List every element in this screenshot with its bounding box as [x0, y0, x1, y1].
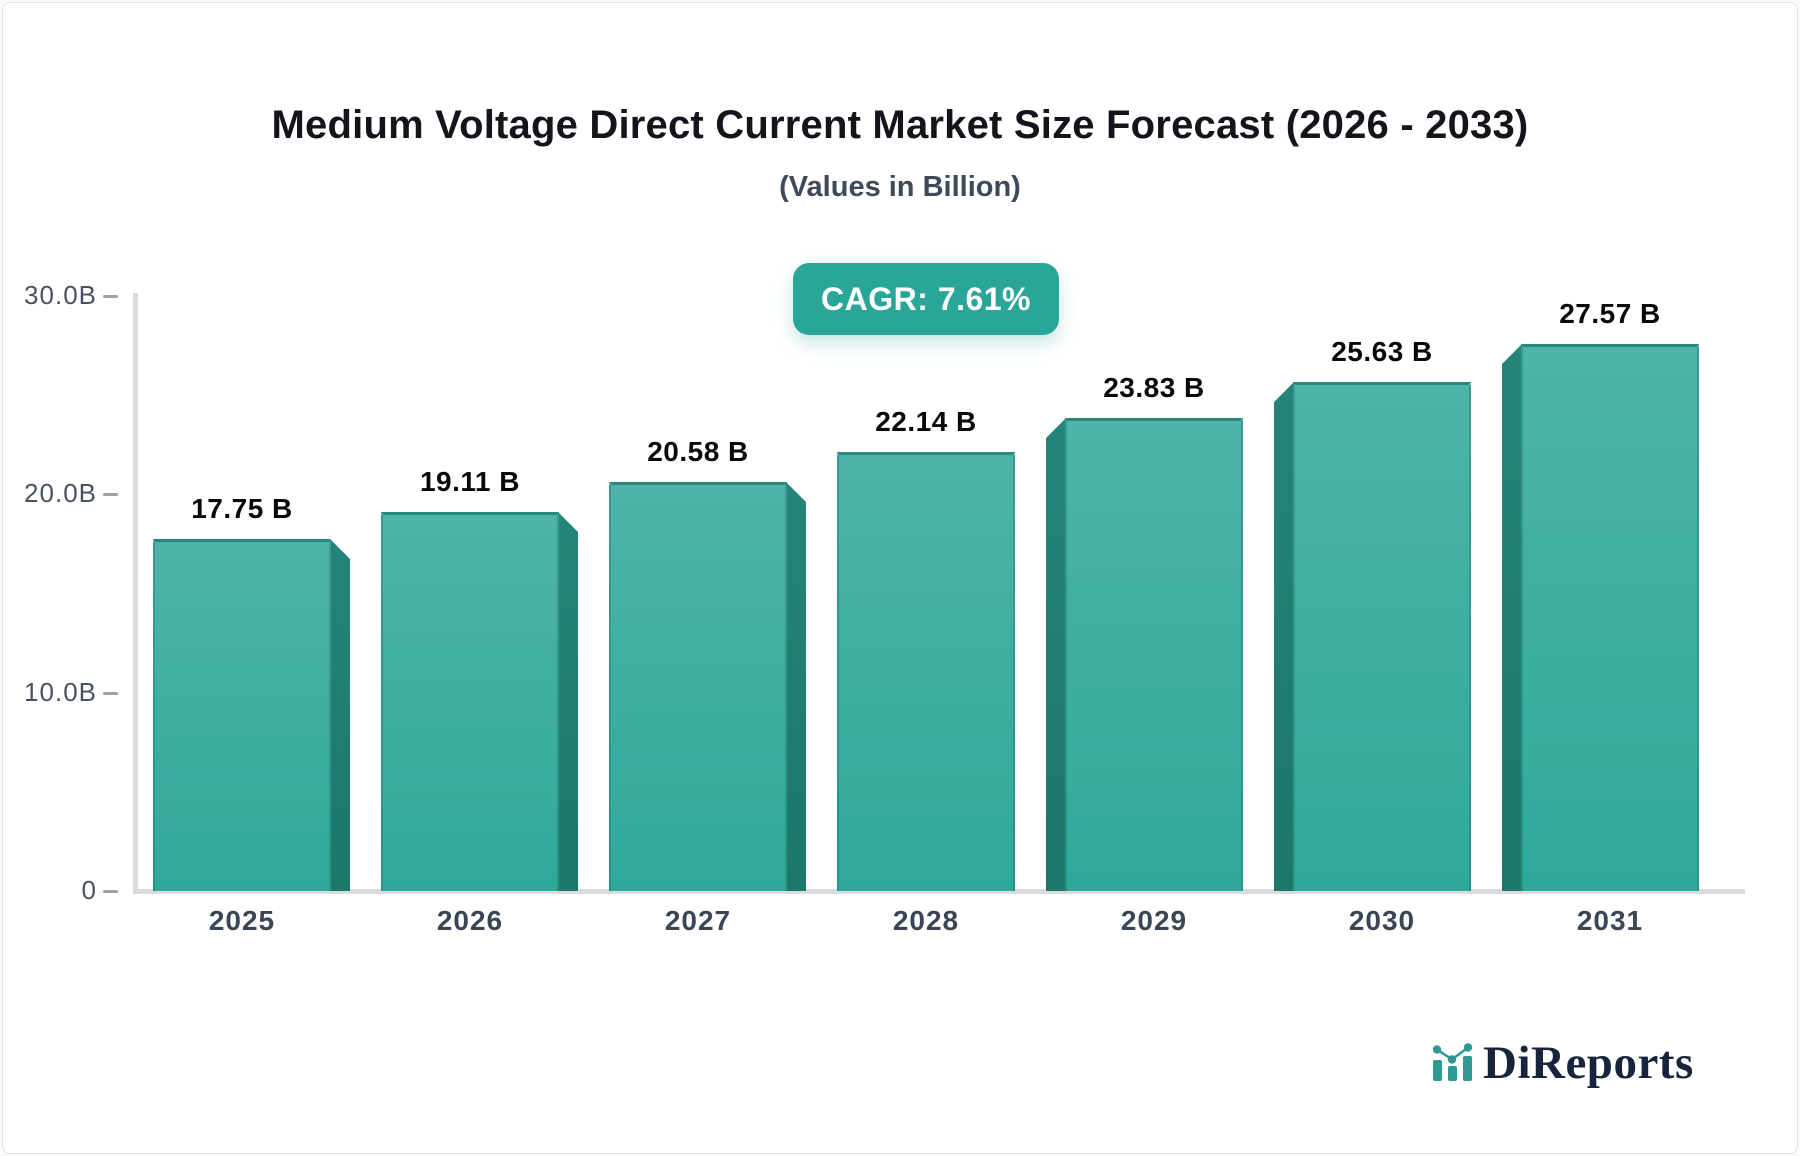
- x-axis-label-2031: 2031: [1576, 905, 1644, 936]
- bar-face-2026: [381, 512, 559, 891]
- x-axis-label-2026: 2026: [436, 905, 504, 936]
- brand-logo: DiReports: [1432, 1033, 1694, 1093]
- bar-value-label: 17.75 B: [191, 493, 293, 524]
- chart-subtitle: (Values in Billion): [779, 171, 1021, 203]
- x-axis-label-2027: 2027: [664, 905, 732, 936]
- y-tick-label: 30.0B: [24, 279, 97, 310]
- cagr-badge: CAGR: 7.61%: [793, 263, 1059, 335]
- bar-side: [558, 512, 578, 891]
- y-tick-label: 0: [81, 875, 97, 905]
- bar-value-label: 20.58 B: [647, 436, 749, 467]
- bar-face-2029: [1065, 418, 1243, 891]
- y-tick-mark: [103, 493, 118, 496]
- bar-value-label: 25.63 B: [1331, 336, 1433, 367]
- logo-text: DiReports: [1483, 1037, 1694, 1089]
- y-tick-mark: [103, 294, 118, 298]
- y-tick-mark: [103, 691, 118, 695]
- bar-side: [1274, 382, 1294, 891]
- y-axis-line: [133, 293, 138, 894]
- x-axis-label-2028: 2028: [892, 905, 960, 936]
- y-tick-label: 20.0B: [24, 478, 97, 508]
- y-tick-label: 10.0B: [24, 676, 97, 707]
- bar-side: [786, 482, 806, 891]
- bar-value-label: 19.11 B: [419, 466, 521, 497]
- cagr-badge-label: CAGR: 7.61%: [821, 280, 1031, 317]
- bar-side: [1502, 344, 1522, 891]
- bar-face-2025: [153, 539, 331, 891]
- bar-face-2028: [837, 452, 1015, 891]
- bar-value-label: 23.83 B: [1103, 372, 1205, 403]
- x-axis-label-2025: 2025: [208, 905, 276, 936]
- x-axis-label-2030: 2030: [1348, 905, 1416, 936]
- bar-face-2030: [1293, 382, 1471, 891]
- bar-value-label: 22.14 B: [875, 406, 977, 437]
- plot-area: 0 10.0B 20.0B 30.0B 17.75 B 2025 19.11 B 2026 20…: [3, 3, 1797, 1153]
- bar-side: [330, 539, 350, 891]
- chart-title: Medium Voltage Direct Current Market Siz…: [271, 103, 1529, 147]
- x-axis-label-2029: 2029: [1120, 905, 1188, 936]
- x-axis-line: [133, 889, 1745, 894]
- bar-face-2027: [609, 482, 787, 891]
- bar-face-2031: [1521, 344, 1699, 891]
- bar-side: [1046, 418, 1066, 891]
- bar-value-label: 27.57 B: [1559, 298, 1661, 329]
- y-tick-mark: [103, 890, 118, 893]
- logo-icon: [1432, 1043, 1473, 1081]
